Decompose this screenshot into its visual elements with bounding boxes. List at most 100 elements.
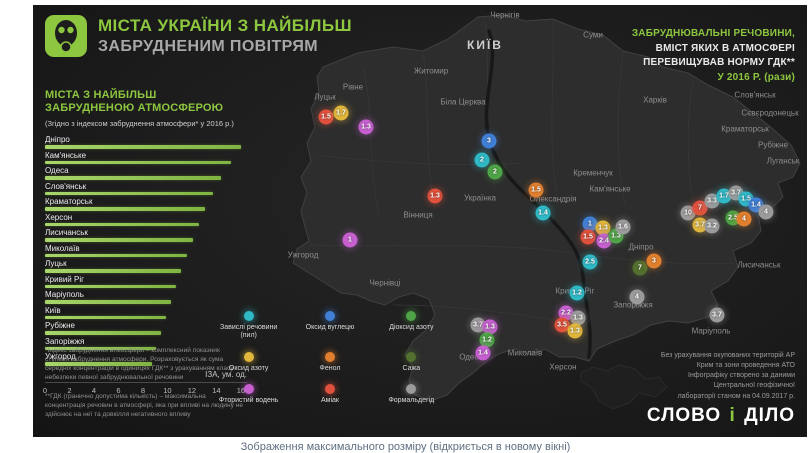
legend-dot-sazha [406,351,417,362]
bar [45,269,181,273]
bar-city-label: Лисичанськ [45,228,88,238]
legend-dot-oksyd_azotu [243,351,254,362]
bar [45,145,241,149]
chart-title-line-2: ЗАБРУДНЕНОЮ АТМОСФЕРОЮ [45,102,224,115]
bar-city-label: Одеса [45,166,69,176]
source-line: Центральної геофізичної [713,382,795,390]
legend: Завислі речовини (пил) Оксид вуглецю Діокс… [213,311,447,406]
bar [45,362,152,366]
footnote-gdk: **ГДК (гранично допустима кількість) – м… [45,393,244,418]
legend-label: Оксид вуглецю [305,324,355,331]
bar-row: Запоріжжя [45,336,247,351]
bar [45,222,200,227]
legend-item: Діоксид азоту [376,311,447,341]
gas-mask-icon [45,15,87,57]
bar-chart-panel: МІСТА З НАЙБІЛЬШ ЗАБРУДНЕНОЮ АТМОСФЕРОЮ … [42,89,247,396]
bar-row: Кривий Ріг [45,274,247,289]
legend-item: Завислі речовини (пил) [213,311,284,341]
bar-city-label: Дніпро [45,135,70,145]
bar [45,176,222,180]
bar [45,253,187,258]
pollutants-heading: ЗАБРУДНЮВАЛЬНІ РЕЧОВИНИ, ВМІСТ ЯКИХ В АТМ… [632,27,795,85]
bar-row: Одеса [45,167,247,180]
source-note: Без урахування окупованих територій АР Кр… [661,351,795,402]
infographic[interactable]: Чернігів Суми КИЇВ Житомир Рівне Луцьк Біла Це… [33,5,807,437]
legend-dot-dioksyd_azotu [406,311,417,321]
x-axis-tick: 8 [140,385,146,395]
bar-city-label: Краматорськ [45,197,93,207]
legend-label: Завислі речовини (пил) [219,324,278,340]
page-title: МІСТА УКРАЇНИ З НАЙБІЛЬШ ЗАБРУДНЕНИМ ПОВ… [98,16,352,56]
x-axis-label: ІЗА, ум. од. [205,369,247,379]
bar-city-label: Київ [45,305,61,315]
legend-label: Діоксид азоту [389,324,434,331]
bar [45,160,232,165]
bar-city-label: Запоріжжя [45,336,85,346]
logo-part-3: ДІЛО [744,405,795,426]
bar-chart-rows: Дніпро Кам'янське Одеса Слов'янськ Краматорс… [45,136,247,366]
legend-dot-zavysli [243,311,254,321]
legend-item: Сажа [376,351,447,373]
bar [45,191,213,196]
full-size-image-link[interactable]: Зображення максимального розміру (відкри… [240,441,571,453]
pollutants-heading-line: ПЕРЕВИЩУВАВ НОРМУ ГДК** [643,57,795,68]
legend-dot-fenol [324,351,335,362]
bar-city-label: Кривий Ріг [45,274,85,284]
legend-dot-amiak [324,384,335,395]
bar-city-label: Миколаїв [45,243,80,253]
legend-item: Фенол [294,351,365,373]
x-axis-tick: 4 [91,385,97,395]
legend-item: Оксид вуглецю [294,311,365,341]
legend-dot-formaldehid [406,384,417,395]
bar-row: Маріуполь [45,291,247,304]
header: МІСТА УКРАЇНИ З НАЙБІЛЬШ ЗАБРУДНЕНИМ ПОВ… [45,15,352,57]
bar [45,315,167,320]
legend-item: Аміак [294,384,365,405]
x-axis-tick: 12 [187,385,197,395]
legend-item: Оксид азоту [213,351,284,373]
source-line: Крим та зони проведення АТО [696,362,795,370]
bar-row: Луцьк [45,260,247,273]
pollutants-heading-line: ВМІСТ ЯКИХ В АТМОСФЕРІ [655,42,795,54]
legend-label: Формальдегід [388,397,435,405]
legend-label: Оксид азоту [228,364,269,372]
pollutants-heading-line: У 2016 Р. (рази) [717,71,795,83]
legend-dot-oksyd_vuhletsiu [324,311,335,321]
chart-title-line-1: МІСТА З НАЙБІЛЬШ [45,89,157,101]
bar [45,331,162,335]
bar-city-label: Кам'янське [45,150,87,160]
bar [45,238,194,242]
bar-city-label: Ужгород [45,352,76,362]
bar-row: Слов'янськ [45,181,247,196]
bar-city-label: Слов'янськ [45,181,87,191]
legend-label: Фенол [319,364,341,372]
legend-label: Сажа [402,364,421,372]
x-axis-tick: 16 [236,385,246,395]
bar-city-label: Херсон [45,212,73,222]
bar [45,284,176,289]
legend-label: Фтористий водень [218,397,279,405]
x-axis-tick: 6 [116,385,121,395]
legend-dot-ftorystyi_voden [243,384,254,395]
x-axis-tick: 0 [42,385,48,395]
bar-row: Херсон [45,212,247,227]
legend-item: Формальдегід [376,384,447,405]
slovo-i-dilo-logo: СЛОВО і ДІЛО [647,405,795,427]
bar-city-label: Рубіжне [45,321,76,331]
bar-row: Миколаїв [45,243,247,258]
bar-row: Лисичанськ [45,229,247,242]
x-axis-tick: 14 [212,385,221,395]
bar-row: Ужгород [45,353,247,366]
chart-subtitle: (Згідно з індексом забруднення атмосфери… [45,119,234,129]
logo-part-1: СЛОВО [646,405,722,426]
source-line: Інфографіку створено за даними [688,372,795,380]
bar-city-label: Луцьк [45,259,67,269]
bar-row: Київ [45,305,247,320]
bar [45,207,206,211]
source-line: Без урахування окупованих територій АР [660,352,795,359]
pollutants-heading-line: ЗАБРУДНЮВАЛЬНІ РЕЧОВИНИ, [631,28,795,39]
bar-row: Краматорськ [45,198,247,211]
legend-label: Аміак [320,397,339,405]
x-axis-tick: 2 [67,385,72,395]
